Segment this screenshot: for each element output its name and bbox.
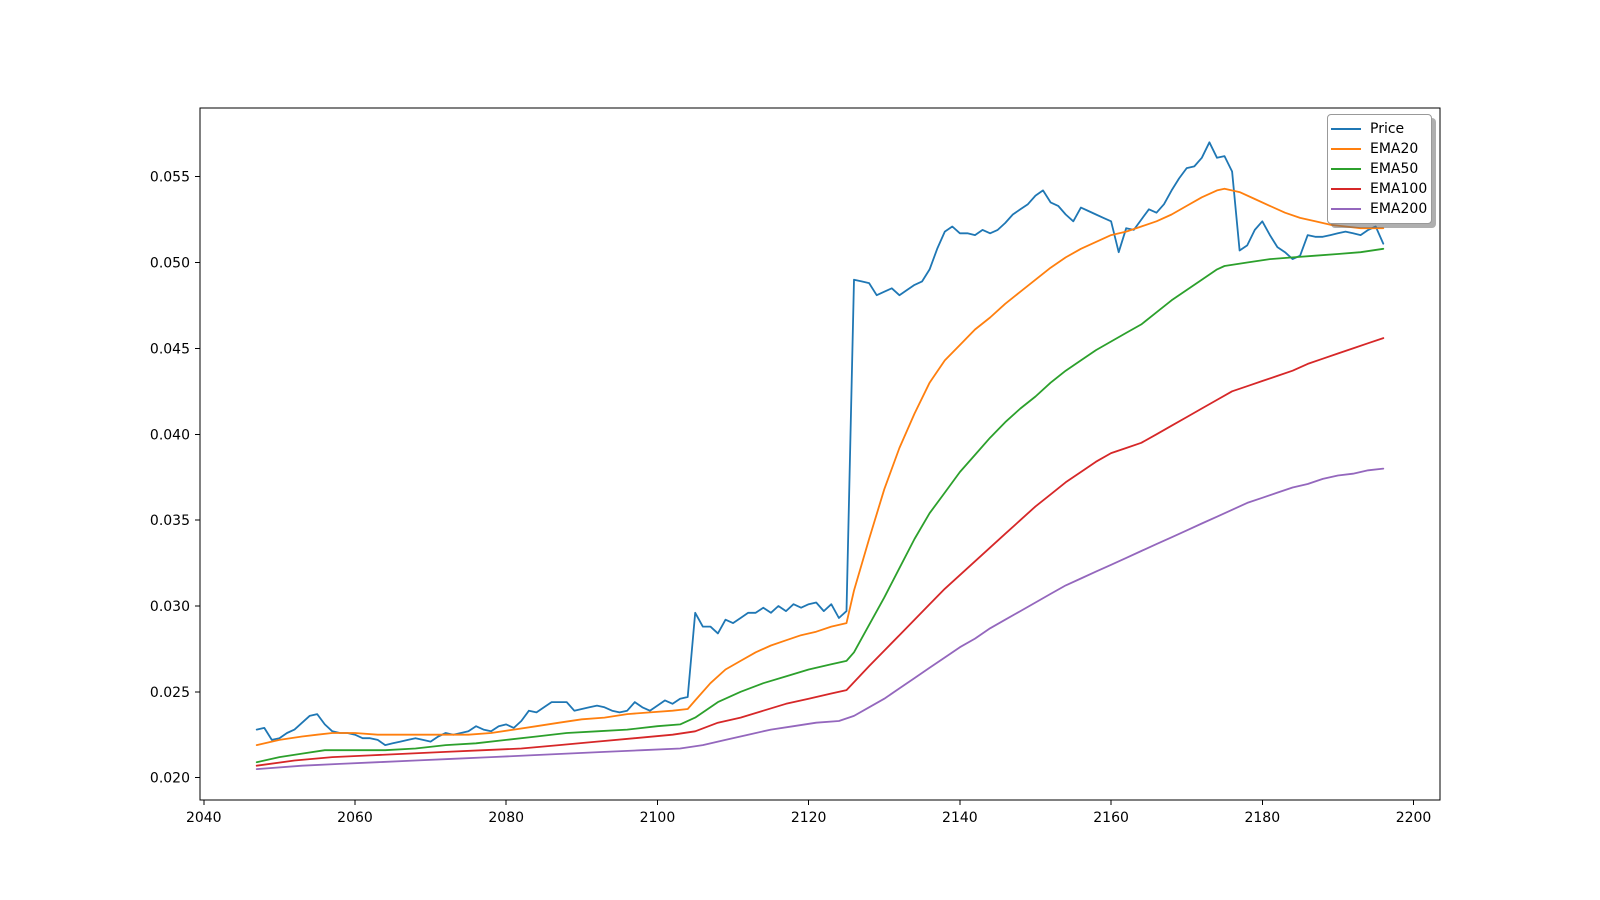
line-ema100: [255, 337, 1385, 767]
y-tick-label: 0.030: [150, 599, 190, 615]
legend-label-ema100: EMA100: [1370, 181, 1428, 197]
line-ema200: [255, 467, 1385, 770]
legend-entry-price: Price: [1331, 119, 1431, 139]
line-ema50: [255, 247, 1385, 764]
y-tick-label: 0.020: [150, 771, 190, 787]
line-ema20: [255, 187, 1385, 746]
legend-label-ema200: EMA200: [1370, 201, 1428, 217]
legend-label-price: Price: [1370, 121, 1405, 137]
x-tick-label: 2180: [1244, 810, 1280, 826]
x-tick-label: 2140: [942, 810, 978, 826]
x-tick-label: 2080: [488, 810, 524, 826]
line-price: [255, 141, 1385, 746]
legend: Price EMA20 EMA50 EMA100 EMA200: [1327, 114, 1432, 224]
y-tick-label: 0.045: [150, 341, 190, 357]
price-line-swatch: [1331, 128, 1361, 130]
ema50-line-swatch: [1331, 168, 1361, 170]
series-lines: [255, 141, 1385, 770]
x-tick-label: 2120: [791, 810, 827, 826]
y-tick-label: 0.055: [150, 170, 190, 186]
x-tick-label: 2040: [186, 810, 222, 826]
ema200-line-swatch: [1331, 208, 1361, 210]
legend-entry-ema200: EMA200: [1331, 199, 1431, 219]
y-tick-label: 0.025: [150, 685, 190, 701]
axes: 2040 2060 2080 2100 2120 2140 2160 2180 2200 0.02…: [150, 107, 1441, 826]
ema20-line-swatch: [1331, 148, 1361, 150]
x-tick-label: 2200: [1396, 810, 1432, 826]
y-tick-label: 0.035: [150, 513, 190, 529]
y-tick-label: 0.040: [150, 427, 190, 443]
legend-entry-ema20: EMA20: [1331, 139, 1431, 159]
legend-label-ema20: EMA20: [1370, 141, 1419, 157]
x-tick-label: 2160: [1093, 810, 1129, 826]
legend-label-ema50: EMA50: [1370, 161, 1419, 177]
x-tick-label: 2100: [640, 810, 676, 826]
ema100-line-swatch: [1331, 188, 1361, 190]
legend-entry-ema50: EMA50: [1331, 159, 1431, 179]
legend-entry-ema100: EMA100: [1331, 179, 1431, 199]
x-tick-label: 2060: [337, 810, 373, 826]
y-tick-label: 0.050: [150, 256, 190, 272]
